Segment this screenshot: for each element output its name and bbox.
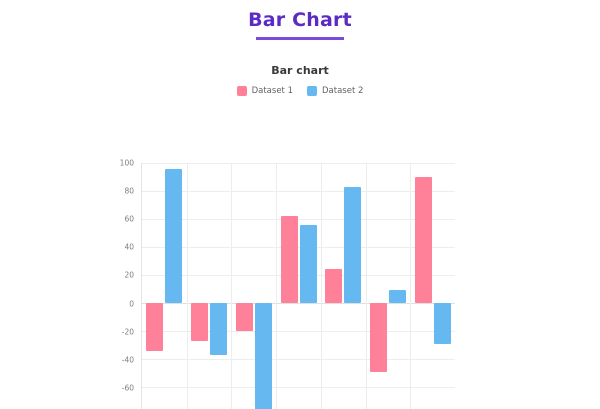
y-axis-tick-label: 60 [124, 214, 134, 224]
page-title-underline [256, 37, 344, 40]
bar-group [321, 163, 366, 409]
gridline [142, 247, 455, 248]
bar-dataset-1[interactable] [235, 303, 253, 331]
bar-chart-card: Bar chart Dataset 1 Dataset 2 100 80 60 40 2… [0, 62, 600, 409]
bar-dataset-1[interactable] [369, 303, 387, 372]
bar-group [366, 163, 411, 409]
y-axis-tick-label: 20 [124, 270, 134, 280]
gridline [142, 359, 455, 360]
gridline [142, 219, 455, 220]
bar-dataset-2[interactable] [254, 303, 272, 409]
gridline [142, 331, 455, 332]
legend-item-dataset-1[interactable]: Dataset 1 [236, 86, 293, 96]
y-axis-tick-label: 40 [124, 242, 134, 252]
chart-legend: Dataset 1 Dataset 2 [0, 85, 600, 97]
plot-area [141, 163, 455, 409]
bar-dataset-1[interactable] [191, 303, 209, 341]
bar-group [410, 163, 455, 409]
legend-item-dataset-2[interactable]: Dataset 2 [307, 86, 363, 96]
legend-swatch-icon-dataset-2 [307, 86, 317, 96]
bar-dataset-1[interactable] [325, 269, 343, 303]
bar-dataset-2[interactable] [388, 290, 406, 303]
page-title: Bar Chart [0, 9, 600, 40]
bar-dataset-1[interactable] [280, 216, 298, 303]
bar-group [187, 163, 232, 409]
bar-dataset-2[interactable] [210, 303, 228, 355]
vertical-gridline [231, 163, 233, 409]
gridline [142, 387, 455, 388]
vertical-gridline [410, 163, 412, 409]
legend-label-dataset-1: Dataset 1 [251, 86, 293, 96]
legend-swatch-icon-dataset-1 [236, 86, 247, 96]
y-axis-tick-label: -40 [121, 355, 134, 365]
bar-dataset-2[interactable] [433, 303, 451, 344]
vertical-gridline [186, 163, 188, 409]
bar-group [142, 163, 187, 409]
vertical-gridline [365, 163, 367, 409]
bar-dataset-1[interactable] [146, 303, 164, 351]
gridline [142, 191, 455, 192]
zero-line [142, 303, 455, 304]
y-axis-tick-label: -60 [121, 383, 134, 393]
y-axis-tick-label: -20 [121, 327, 134, 337]
gridline [142, 163, 455, 164]
bar-dataset-2[interactable] [344, 186, 362, 303]
vertical-gridline [320, 163, 322, 409]
y-axis-tick-label: 80 [124, 186, 134, 196]
bar-dataset-1[interactable] [414, 177, 432, 303]
bar-dataset-2[interactable] [165, 168, 183, 303]
bar-group [276, 163, 321, 409]
bar-group [231, 163, 276, 409]
page-title-text: Bar Chart [248, 9, 352, 31]
bar-dataset-2[interactable] [299, 224, 317, 303]
vertical-gridline [276, 163, 278, 409]
y-axis-tick-label: 100 [119, 158, 134, 168]
bar-groups [142, 163, 455, 409]
legend-label-dataset-2: Dataset 2 [322, 86, 364, 96]
gridline [142, 275, 455, 276]
chart-title: Bar chart [271, 64, 329, 77]
y-axis-tick-label: 0 [129, 299, 134, 308]
